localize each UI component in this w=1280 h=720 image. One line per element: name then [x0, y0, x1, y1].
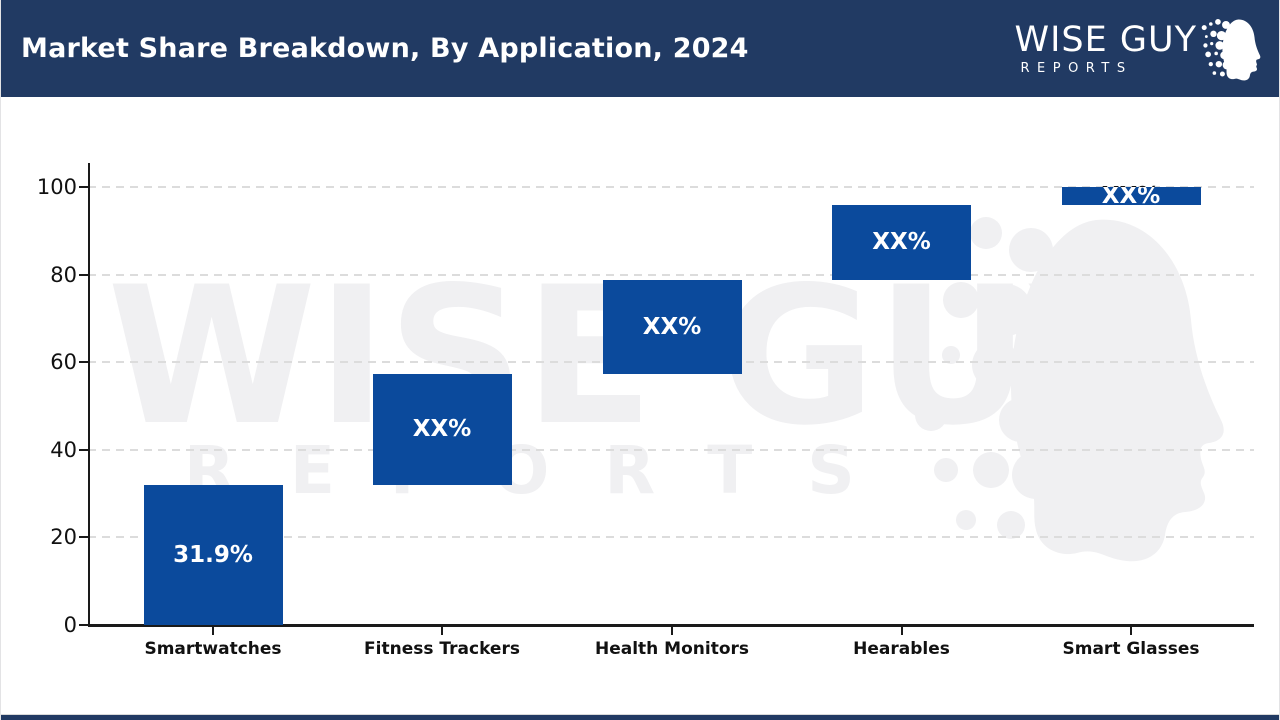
- y-tick-label: 100: [36, 175, 77, 199]
- bar-value-label: XX%: [412, 416, 472, 443]
- bar-value-label: XX%: [1101, 187, 1161, 205]
- gridline-20: [88, 536, 1254, 539]
- x-tick-3: [900, 627, 903, 635]
- y-tick-label: 20: [50, 525, 77, 550]
- bar-hearables: XX%: [832, 204, 971, 280]
- category-label: Smart Glasses: [1062, 639, 1200, 659]
- y-tick-60: [79, 361, 88, 364]
- y-tick-20: [79, 536, 88, 539]
- y-tick-40: [79, 448, 88, 451]
- bar-smartwatches: 31.9%: [143, 485, 283, 625]
- bar-health-monitors: XX%: [602, 279, 742, 374]
- bar-value-label: XX%: [872, 229, 931, 256]
- x-tick-2: [671, 627, 673, 635]
- gridline-40: [88, 448, 1254, 451]
- category-label: Fitness Trackers: [364, 639, 520, 659]
- y-tick-label: 80: [50, 262, 77, 287]
- wiseguy-head-logo-icon: [1201, 18, 1261, 80]
- footer-divider: [1, 714, 1279, 715]
- bar-value-label: 31.9%: [173, 542, 253, 569]
- x-tick-1: [441, 627, 443, 635]
- category-label: Health Monitors: [594, 639, 750, 659]
- gridline-100: [88, 186, 1254, 188]
- y-tick-100: [79, 186, 88, 188]
- watermark-text-reports: REPORTS: [184, 432, 910, 509]
- x-tick-4: [1130, 627, 1132, 635]
- x-tick-0: [212, 627, 214, 635]
- wiseguy-head-watermark-icon: [895, 217, 1224, 562]
- footer-bar: [1, 715, 1279, 720]
- category-label: Smartwatches: [144, 639, 282, 659]
- brand-logo: WISE GUY REPORTS: [1014, 0, 1267, 97]
- brand-wordmark: WISE GUY: [1014, 19, 1197, 60]
- y-tick-label: 0: [63, 613, 77, 637]
- y-tick-label: 40: [50, 437, 77, 462]
- category-label: Hearables: [853, 639, 950, 659]
- bar-fitness-trackers: XX%: [372, 373, 512, 486]
- bar-smart-glasses: XX%: [1061, 187, 1201, 205]
- y-tick-label: 60: [50, 350, 77, 375]
- page-title: Market Share Breakdown, By Application, …: [21, 33, 749, 64]
- x-axis-line: [88, 624, 1254, 627]
- header-bar: Market Share Breakdown, By Application, …: [1, 0, 1279, 97]
- y-tick-80: [79, 273, 88, 276]
- gridline-80: [88, 273, 1254, 276]
- y-axis-line: [88, 163, 90, 627]
- y-tick-0: [79, 624, 88, 626]
- bar-value-label: XX%: [642, 313, 702, 340]
- brand-subtitle: REPORTS: [1020, 60, 1133, 76]
